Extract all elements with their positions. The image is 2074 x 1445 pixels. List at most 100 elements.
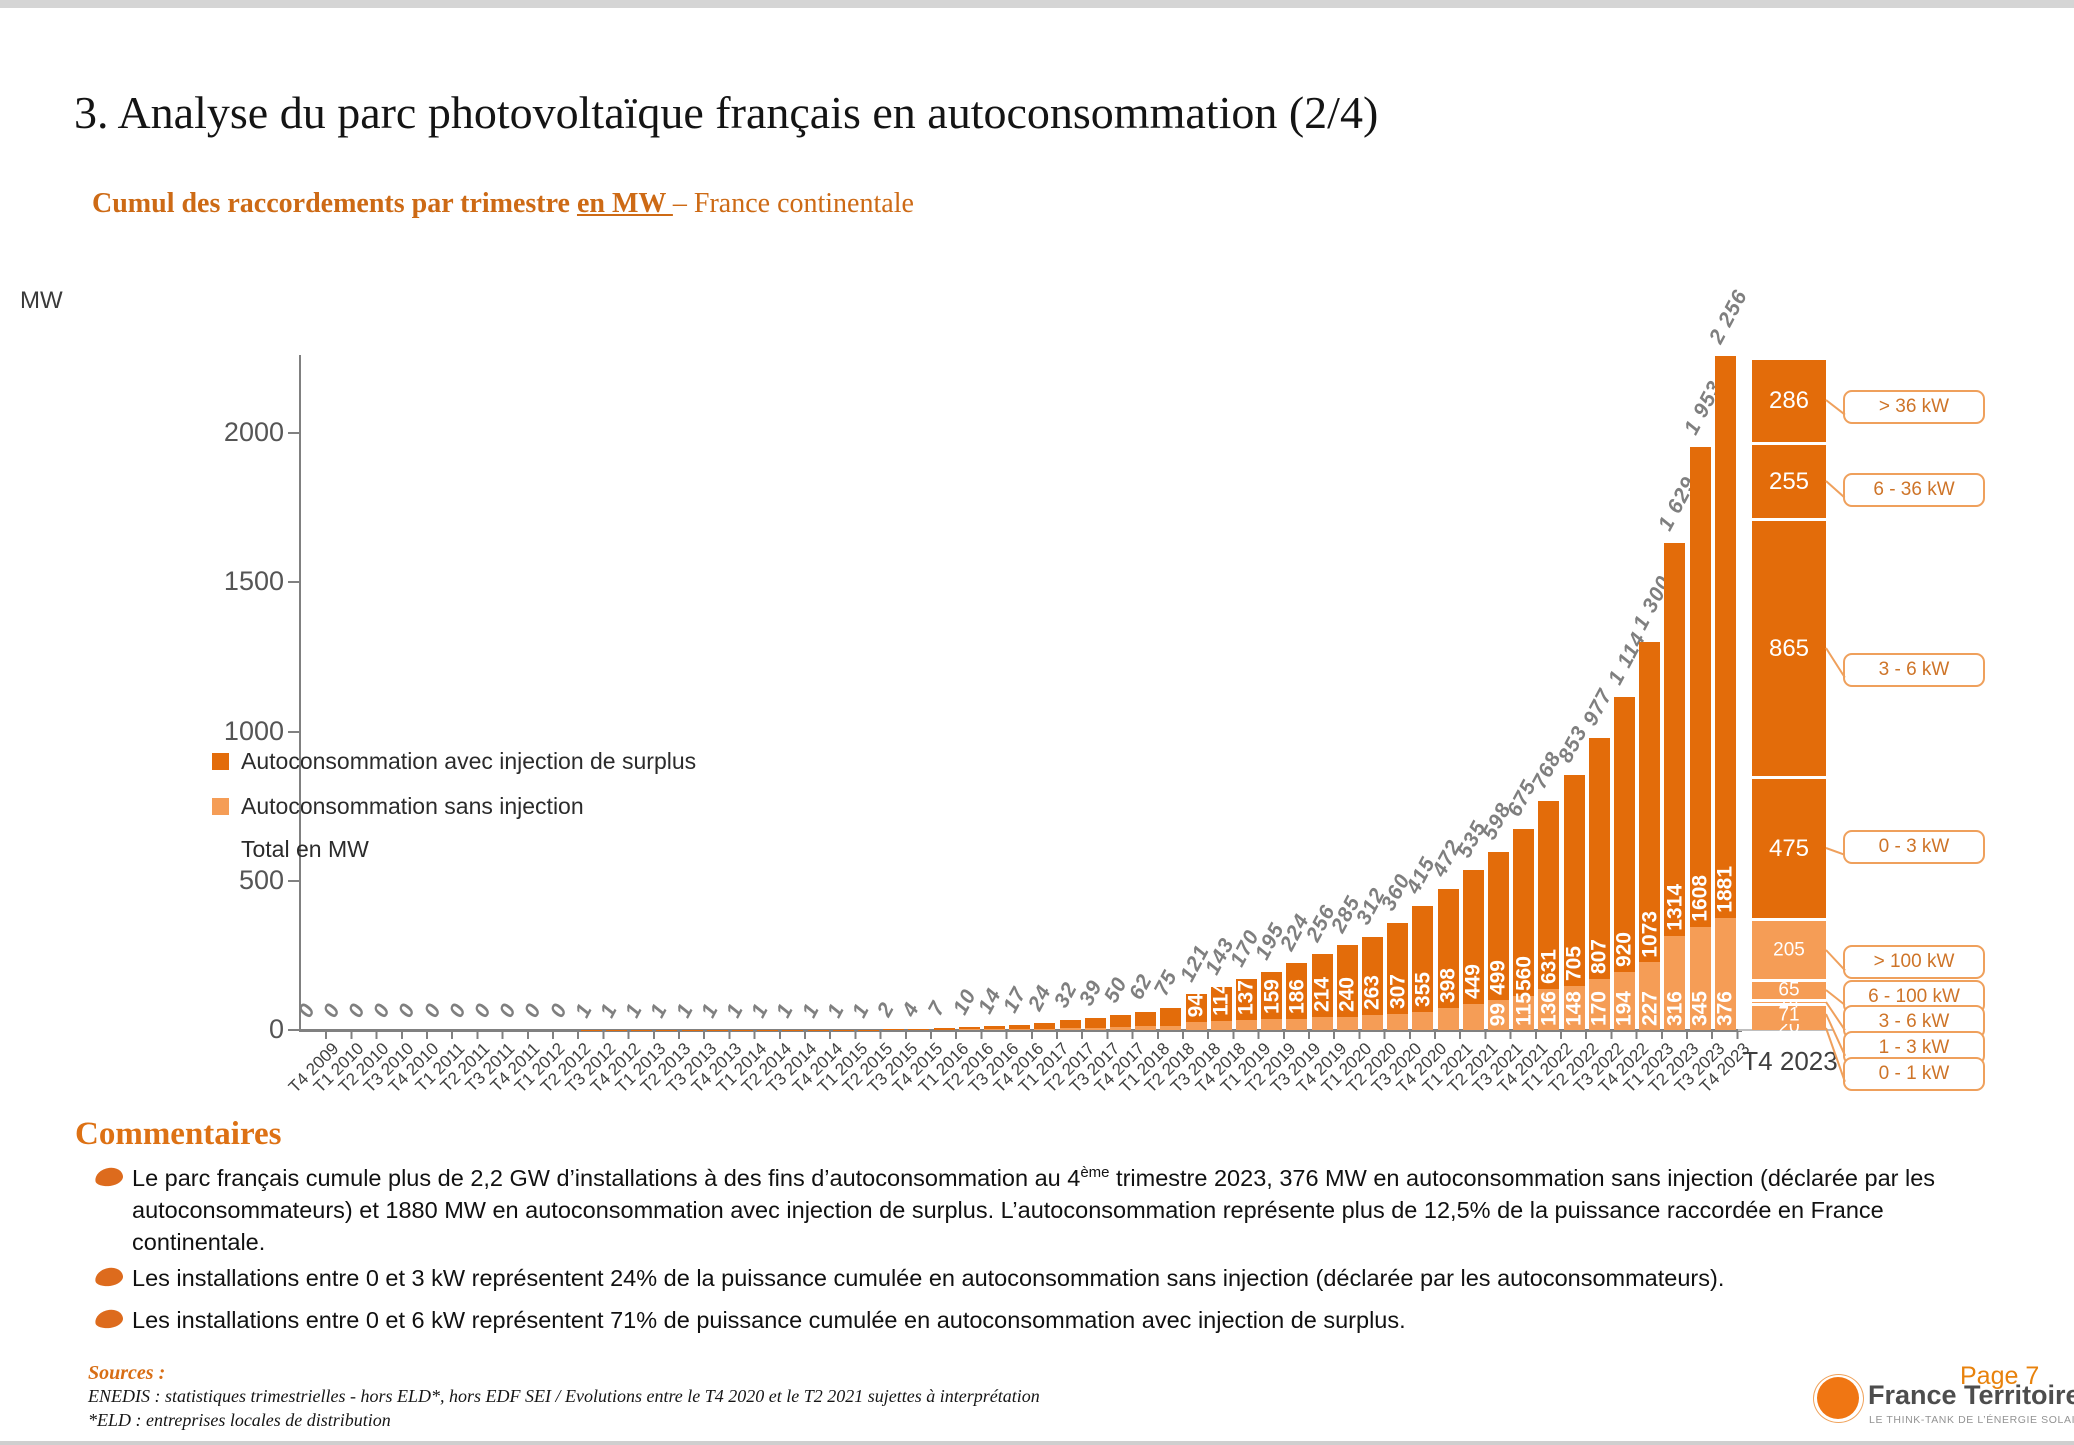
bar-column: 1881 376 [1714, 355, 1737, 1030]
legend-swatch [212, 753, 229, 770]
bar-segment-avec-injection [1261, 971, 1283, 1020]
bar-column [379, 355, 400, 1030]
bar-column: 355 [1411, 355, 1434, 1030]
bar-column: 920 194 [1612, 355, 1636, 1030]
bar-column [1109, 355, 1131, 1030]
bar-column [556, 355, 577, 1030]
bar-segment-sans-injection [1513, 995, 1535, 1030]
bar-segment-sans-injection [1286, 1018, 1308, 1030]
y-tick-label: 1500 [223, 566, 284, 597]
bar-segment-sans-injection [1563, 985, 1585, 1030]
bar-value-avec-injection: 1314 [1663, 883, 1687, 931]
bar-column [1084, 355, 1106, 1030]
bar-segment-avec-injection [1235, 979, 1257, 1021]
bar-value-avec-injection: 186 [1285, 978, 1309, 1014]
bar-value-avec-injection: 263 [1360, 975, 1384, 1011]
bar-column [857, 355, 879, 1030]
bar-column [933, 355, 955, 1030]
bar-column: 240 [1336, 355, 1359, 1030]
bar-column [605, 355, 627, 1030]
y-tick-label: 1000 [223, 715, 284, 746]
comment-text-1: Le parc français cumule plus de 2,2 GW d… [132, 1164, 1936, 1256]
logo-ring [1813, 1374, 1864, 1423]
bar-segment-avec-injection [1689, 447, 1711, 928]
bar-column [1135, 355, 1157, 1030]
legend-label: Total en MW [241, 836, 369, 862]
power-class-callout: 3 - 6 kW [1843, 653, 1985, 687]
bar-total-label: 2 256 [1704, 286, 1752, 348]
bar-segment-avec-injection [1286, 963, 1308, 1019]
bar-value-avec-injection: 214 [1310, 977, 1334, 1013]
bar-column [656, 355, 678, 1030]
x-axis-ticks [302, 1032, 1739, 1039]
bar-value-avec-injection: 94 [1184, 993, 1208, 1017]
detail-stacked-bar: 20 71 14 65 205 475 865 255 286 [1752, 355, 1826, 1037]
bar-value-sans-injection: 227 [1638, 990, 1662, 1026]
y-tick-mark [288, 879, 299, 882]
logo-name: France Territoire Solaire [1868, 1380, 2074, 1410]
bar-column [757, 355, 779, 1030]
bar-column: 807 170 [1588, 355, 1611, 1030]
logo-sun-icon [1817, 1377, 1859, 1419]
bar-value-sans-injection: 115 [1512, 992, 1536, 1026]
bar-segment-avec-injection [1311, 953, 1333, 1018]
power-class-callout: > 100 kW [1843, 945, 1985, 979]
bar-segment-sans-injection [1336, 1016, 1358, 1030]
power-class-callout: > 36 kW [1843, 390, 1985, 424]
bar-segment-avec-injection [958, 1027, 980, 1030]
bar-column [1034, 355, 1056, 1030]
bar-value-avec-injection: 137 [1234, 980, 1258, 1016]
top-edge-strip [0, 0, 2074, 8]
source-line-2: *ELD : entreprises locales de distributi… [88, 1410, 391, 1430]
bar-value-sans-injection: 136 [1537, 990, 1561, 1026]
bar-column: 263 [1360, 355, 1384, 1030]
y-axis-line [299, 355, 301, 1031]
bar-segment-sans-injection [1034, 1028, 1056, 1030]
bar-column: 214 [1310, 355, 1334, 1030]
bar-segment-avec-injection [1563, 775, 1585, 986]
detail-segment-value: 205 [1773, 939, 1805, 961]
bar-segment-sans-injection [958, 1029, 980, 1030]
bar-segment-sans-injection [1487, 1000, 1509, 1030]
bar-value-avec-injection: 307 [1386, 974, 1410, 1010]
bar-segment-sans-injection [1714, 917, 1736, 1030]
bar-column: 137 [1234, 355, 1258, 1030]
bar-column [1009, 355, 1031, 1030]
bar-segment-avec-injection [1664, 543, 1686, 936]
detail-segment-value: 865 [1768, 634, 1810, 662]
detail-segment-value: 475 [1768, 834, 1810, 862]
detail-axis-line [1738, 1029, 1834, 1031]
bar-segment-avec-injection [1361, 936, 1383, 1016]
y-tick-mark [288, 581, 299, 584]
bar-column [530, 355, 551, 1030]
y-tick-mark [288, 1029, 299, 1031]
bar-segment-avec-injection [1387, 922, 1409, 1015]
bar-segment-avec-injection [1034, 1022, 1056, 1029]
bar-segment-sans-injection [1387, 1014, 1409, 1030]
bar-segment-avec-injection [1084, 1018, 1106, 1028]
bar-column [807, 355, 829, 1030]
logo-tagline: LE THINK-TANK DE L’ÉNERGIE SOLAIRE PHOTO… [1869, 1414, 2074, 1426]
subtitle-bold: Cumul des raccordements par trimestre [92, 188, 577, 219]
comment-bullet-3: Les installations entre 0 et 6 kW représ… [93, 1304, 2015, 1336]
bar-column [832, 355, 854, 1030]
bar-value-sans-injection: 345 [1688, 990, 1712, 1026]
detail-segment: 71 [1752, 1002, 1826, 1024]
bar-segment-avec-injection [1009, 1024, 1031, 1030]
bar-segment-sans-injection [1160, 1026, 1182, 1030]
detail-segment: 865 [1752, 518, 1826, 777]
bar-segment-avec-injection [1109, 1015, 1131, 1028]
bar-value-sans-injection: 99 [1486, 1002, 1510, 1026]
bar-value-avec-injection: 560 [1512, 955, 1536, 991]
bar-segment-sans-injection [1412, 1012, 1434, 1030]
bar-column [329, 355, 350, 1030]
bar-segment-avec-injection [1059, 1020, 1081, 1029]
bar-value-avec-injection: 159 [1260, 979, 1284, 1015]
power-class-callout: 0 - 3 kW [1843, 830, 1985, 864]
bar-value-sans-injection: 194 [1612, 990, 1636, 1026]
bar-segment-sans-injection [1588, 979, 1610, 1030]
bar-column: 499 99 [1486, 355, 1510, 1030]
bar-column: 114 [1210, 355, 1233, 1030]
bar-value-avec-injection: 705 [1562, 945, 1586, 981]
bar-segment-avec-injection [1487, 851, 1509, 1001]
